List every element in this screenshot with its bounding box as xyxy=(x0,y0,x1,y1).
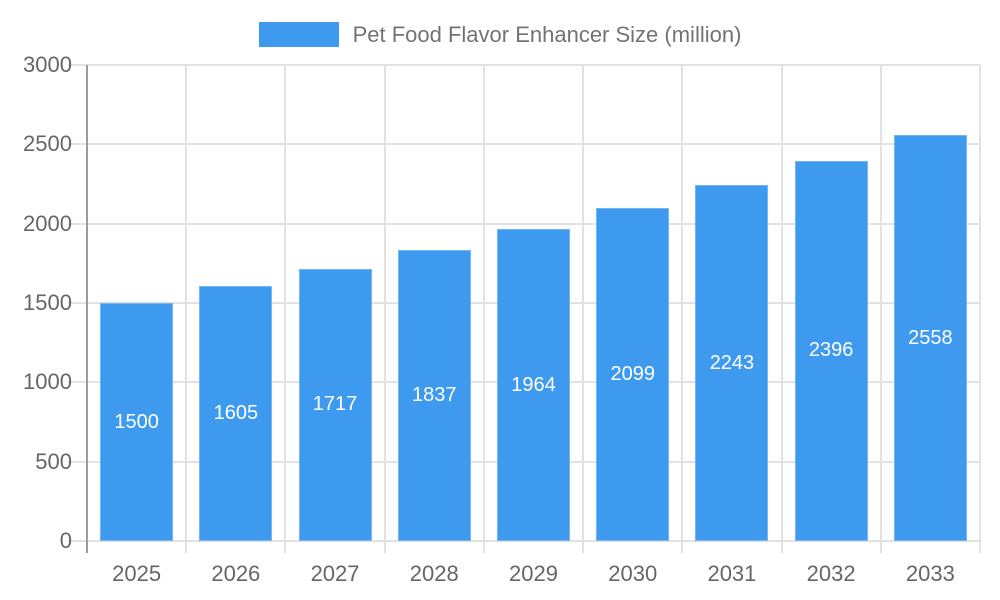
x-axis-tick-label: 2027 xyxy=(310,561,360,586)
chart-legend[interactable]: Pet Food Flavor Enhancer Size (million) xyxy=(0,18,1000,50)
bar-value-label: 2243 xyxy=(709,351,755,374)
gridline-horizontal xyxy=(68,143,980,146)
bar-2033[interactable]: 2558 xyxy=(893,135,967,541)
gridline-vertical xyxy=(185,65,188,553)
bar-value-label: 2099 xyxy=(610,362,655,385)
bar-2029[interactable]: 1964 xyxy=(497,229,570,541)
y-axis-tick-label: 500 xyxy=(35,448,72,474)
gridline-vertical xyxy=(482,65,485,553)
bar-value-label: 1500 xyxy=(114,410,159,433)
bar-2030[interactable]: 2099 xyxy=(596,207,670,541)
gridline-vertical xyxy=(979,65,981,553)
bar-value-label: 2396 xyxy=(808,339,854,362)
bar-2032[interactable]: 2396 xyxy=(794,160,868,541)
gridline-vertical xyxy=(879,65,882,553)
gridline-horizontal xyxy=(68,540,980,542)
gridline-horizontal xyxy=(68,222,980,225)
x-axis-tick-label: 2029 xyxy=(509,561,558,586)
gridline-horizontal xyxy=(68,64,980,66)
gridline-vertical xyxy=(383,65,386,553)
bar-value-label: 1605 xyxy=(213,402,259,425)
bar-value-label: 2558 xyxy=(908,326,953,349)
bar-value-label: 1717 xyxy=(312,393,358,416)
bar-2025[interactable]: 1500 xyxy=(100,303,174,541)
bar-value-label: 1837 xyxy=(412,383,457,406)
bar-2027[interactable]: 1717 xyxy=(298,268,372,541)
y-axis-tick-label: 0 xyxy=(59,528,72,553)
gridline-vertical xyxy=(681,65,684,553)
x-axis-tick-label: 2026 xyxy=(211,561,261,586)
y-axis-tick-label: 1000 xyxy=(23,369,72,395)
y-axis-tick-label: 1500 xyxy=(23,290,72,315)
x-axis-tick-label: 2031 xyxy=(707,561,757,586)
bar-2026[interactable]: 1605 xyxy=(199,286,273,541)
gridline-vertical xyxy=(284,65,287,553)
y-axis-line xyxy=(86,65,88,553)
x-axis-tick-label: 2028 xyxy=(409,561,459,586)
bar-value-label: 1964 xyxy=(511,373,556,396)
bar-2028[interactable]: 1837 xyxy=(397,249,471,541)
y-axis-tick-label: 2000 xyxy=(23,210,72,236)
x-axis-tick-label: 2033 xyxy=(905,561,955,586)
x-axis-tick-label: 2032 xyxy=(806,561,856,586)
x-axis-tick-label: 2030 xyxy=(608,561,658,586)
legend-title: Pet Food Flavor Enhancer Size (million) xyxy=(352,21,742,47)
y-axis-tick-label: 3000 xyxy=(23,52,72,77)
gridline-vertical xyxy=(582,65,585,553)
gridline-vertical xyxy=(780,65,783,553)
bar-2031[interactable]: 2243 xyxy=(695,185,769,541)
y-axis-tick-label: 2500 xyxy=(23,131,72,157)
x-axis-tick-label: 2025 xyxy=(112,561,162,586)
legend-swatch-icon xyxy=(258,21,339,47)
